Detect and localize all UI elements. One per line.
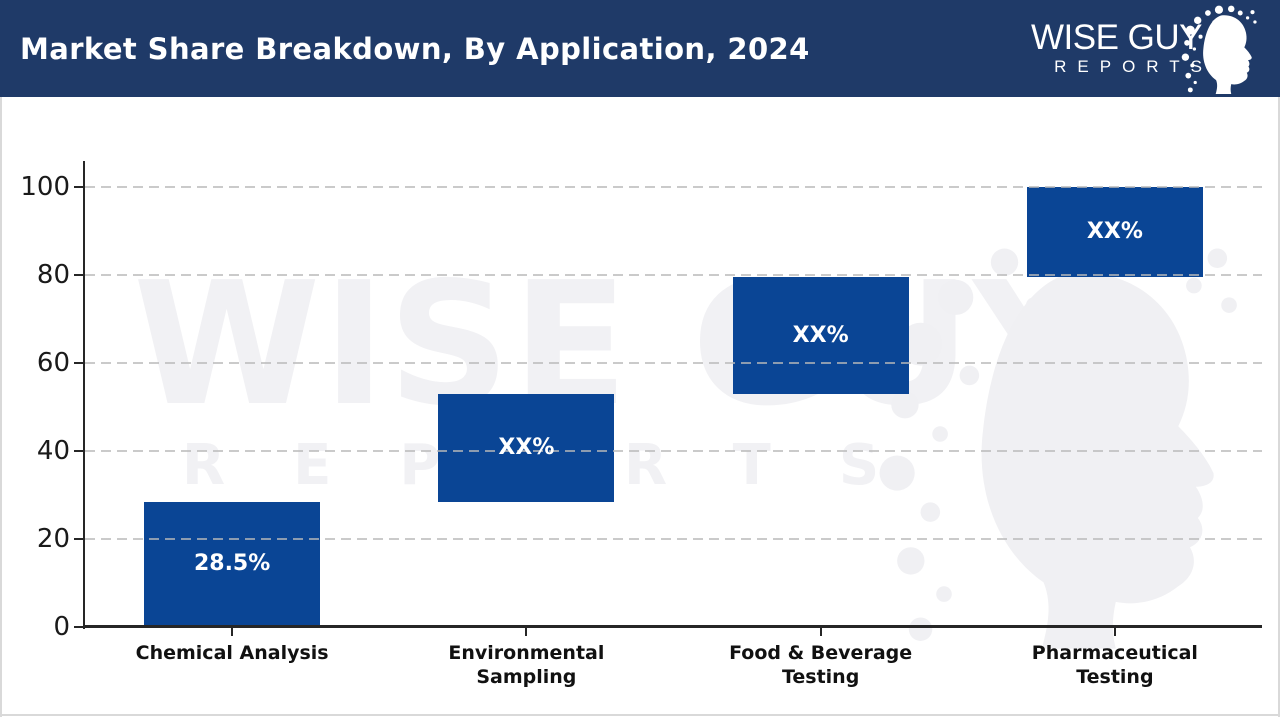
y-tick-80	[74, 274, 83, 276]
bar-1	[144, 501, 321, 627]
x-tick-label-1: Chemical Analysis	[135, 642, 329, 664]
gridline-80	[85, 274, 1262, 276]
header: Market Share Breakdown, By Application, …	[0, 0, 1280, 97]
x-axis-line	[83, 625, 1262, 628]
x-tick-label-4: Pharmaceutical Testing	[1031, 642, 1198, 688]
logo-subtitle: REPORTS	[1054, 57, 1213, 76]
gridline-60	[85, 362, 1262, 364]
x-tick-label-3: Food & Beverage Testing	[729, 642, 913, 688]
y-tick-label-100: 100	[20, 172, 70, 202]
y-tick-label-40: 40	[36, 436, 70, 466]
y-tick-label-60: 60	[36, 348, 70, 378]
page-title: Market Share Breakdown, By Application, …	[20, 31, 810, 66]
x-tick-4	[1113, 628, 1116, 636]
x-tick-1	[231, 628, 234, 636]
y-tick-20	[74, 538, 83, 540]
frame-border-right	[1278, 97, 1280, 717]
chart-canvas: WISE GUY REPORTS 02040608010028.5%Chemic…	[0, 97, 1280, 720]
bar-value-label-1: 28.5%	[193, 551, 271, 577]
y-tick-40	[74, 450, 83, 452]
wise-guy-head-icon	[1178, 4, 1264, 94]
y-tick-60	[74, 362, 83, 364]
bar-4	[1026, 187, 1203, 278]
y-tick-0	[74, 626, 83, 628]
y-axis-line	[83, 161, 85, 629]
gridline-20	[85, 538, 1262, 540]
frame-border-left	[0, 97, 2, 717]
bar-value-label-4: XX%	[1086, 219, 1143, 245]
logo-text: WISE GUY REPORTS	[1030, 18, 1203, 75]
bar-2	[438, 393, 615, 502]
y-tick-100	[74, 186, 83, 188]
gridline-40	[85, 450, 1262, 452]
logo-wordmark: WISE GUY	[1030, 18, 1203, 57]
bar-value-label-3: XX%	[792, 322, 849, 348]
wise-guy-logo: WISE GUY REPORTS	[1012, 0, 1270, 97]
x-tick-3	[819, 628, 822, 636]
y-tick-label-80: 80	[36, 260, 70, 290]
bar-value-label-2: XX%	[498, 434, 555, 460]
gridline-100	[85, 186, 1262, 188]
bar-3	[732, 277, 909, 394]
watermark-head-icon	[862, 218, 1272, 650]
x-tick-2	[525, 628, 528, 636]
x-tick-label-2: Environmental Sampling	[448, 642, 605, 688]
y-tick-label-0: 0	[53, 612, 70, 642]
y-tick-label-20: 20	[36, 524, 70, 554]
frame-border-bottom	[0, 714, 1280, 716]
